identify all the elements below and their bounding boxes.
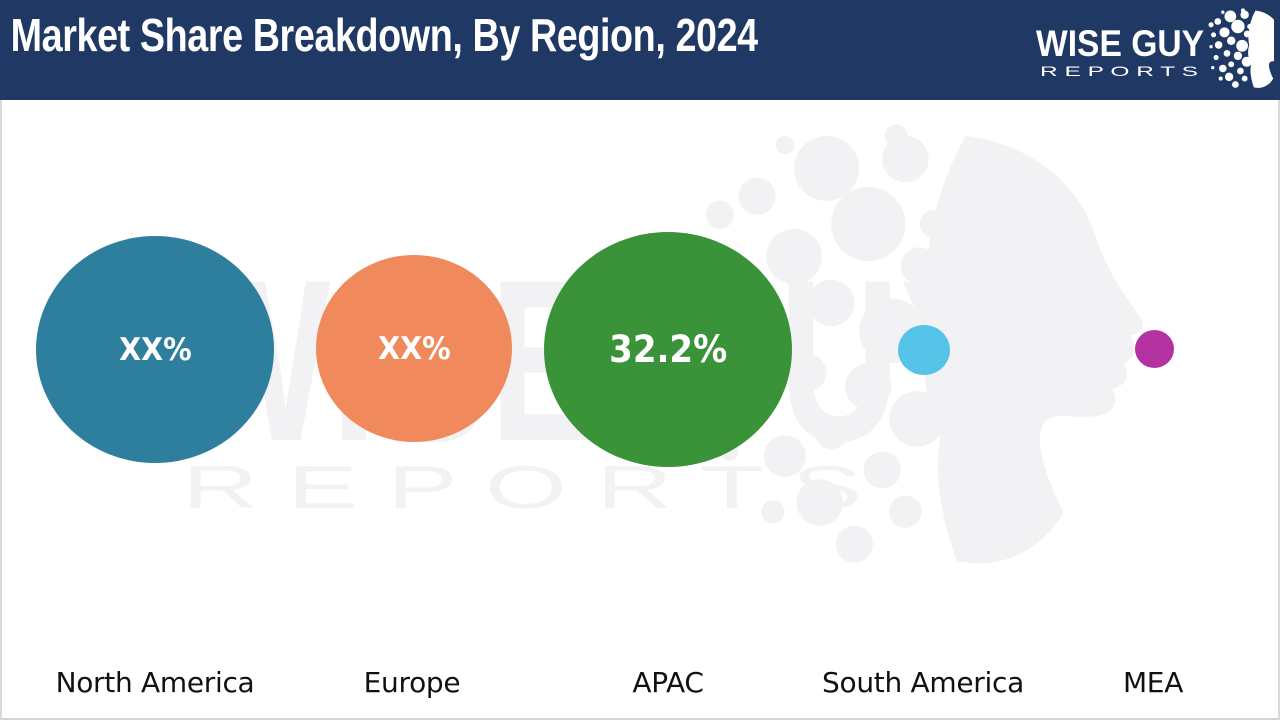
brand-name-text: WISE GUY [1036, 23, 1204, 64]
category-label-south-america: South America [822, 666, 1024, 699]
bubble-value-apac: 32.2% [608, 328, 728, 371]
bubble-europe: XX% [316, 255, 512, 442]
bubble-value-north-america: XX% [118, 331, 192, 368]
brand-logo: WISE GUY R E P O R T S [1036, 8, 1274, 88]
chart-canvas: WISE GUY R E P O R T S XX% XX% 32.2% Nor… [0, 100, 1280, 720]
category-label-mea: MEA [1122, 666, 1184, 699]
bubble-south-america [898, 325, 950, 375]
category-label-apac: APAC [632, 666, 704, 699]
category-label-europe: Europe [363, 666, 461, 699]
category-label-north-america: North America [55, 666, 255, 699]
bubble-apac: 32.2% [544, 232, 792, 467]
bubble-mea [1135, 330, 1174, 368]
brand-head-icon [1208, 8, 1274, 88]
page-title: Market Share Breakdown, By Region, 2024 [10, 9, 758, 61]
brand-subname-text: R E P O R T S [1040, 63, 1198, 79]
header-bar: Market Share Breakdown, By Region, 2024 … [0, 0, 1280, 100]
bubble-north-america: XX% [36, 236, 274, 463]
watermark-text-bottom: R E P O R T S [182, 454, 862, 521]
bubble-value-europe: XX% [377, 330, 451, 367]
